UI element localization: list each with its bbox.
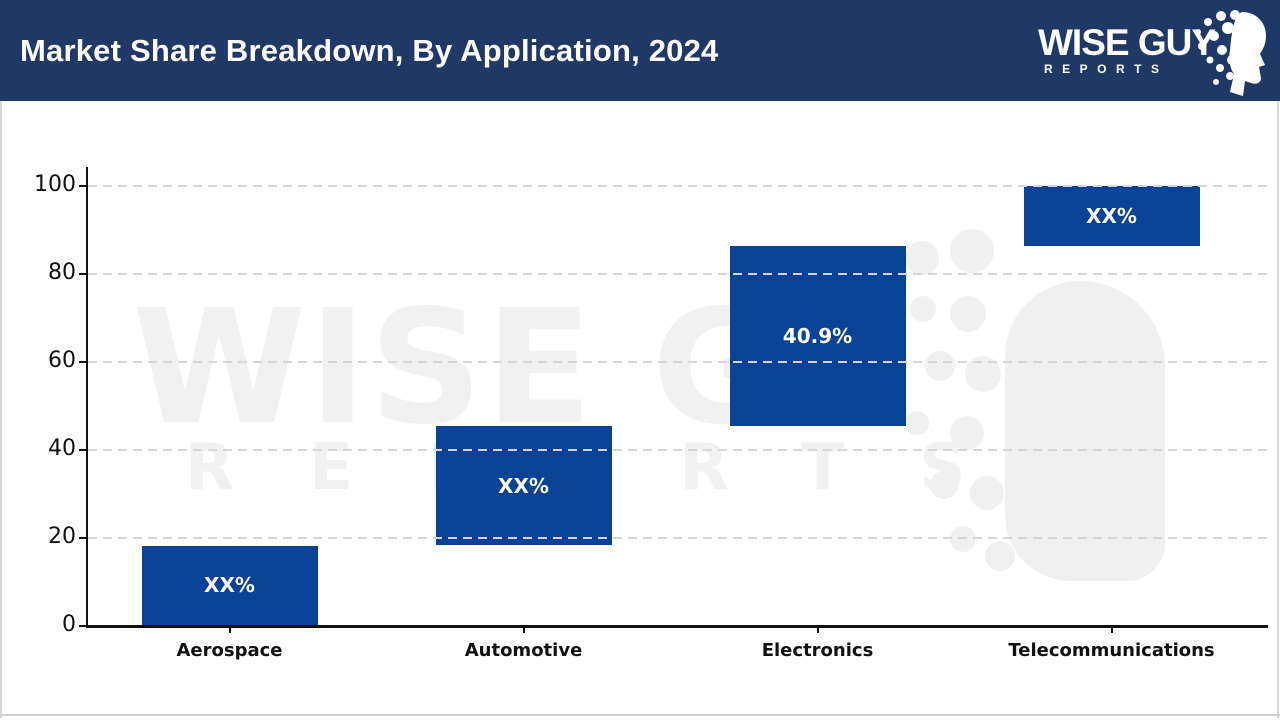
gridline-y20 <box>88 536 1268 539</box>
x-axis-spine <box>86 624 1268 628</box>
gridline-y100 <box>88 185 1268 187</box>
logo-subtitle: REPORTS <box>1044 62 1169 76</box>
xtick-mark-1 <box>522 625 525 633</box>
bar-aerospace: XX% <box>141 545 318 626</box>
ytick-mark-60 <box>79 360 88 363</box>
gridline-y40 <box>88 448 1268 451</box>
ytick-label-0: 0 <box>62 611 76 637</box>
bar-value-label: XX% <box>204 573 255 598</box>
bar-value-label: XX% <box>498 473 549 498</box>
bar-electronics: 40.9% <box>729 245 906 426</box>
xtick-label-aerospace: Aerospace <box>176 639 283 661</box>
bottom-border <box>0 714 1280 716</box>
xtick-mark-3 <box>1110 625 1113 633</box>
plot-area: WISE GU REPORTS XX% XX% 40.9% XX% 0 20 40 60 80… <box>0 101 1280 720</box>
dotted-head-icon <box>1195 10 1266 96</box>
right-border <box>1277 101 1279 718</box>
ytick-label-100: 100 <box>34 172 76 197</box>
xtick-mark-0 <box>228 625 231 633</box>
bar-value-label: XX% <box>1086 203 1137 228</box>
logo-wordmark: WISE GUY <box>1038 22 1216 63</box>
xtick-mark-2 <box>816 625 819 633</box>
ytick-mark-80 <box>79 272 88 275</box>
ytick-label-60: 60 <box>48 347 76 373</box>
bar-automotive: XX% <box>435 425 612 546</box>
ytick-label-20: 20 <box>48 523 76 549</box>
ytick-mark-100 <box>79 185 88 187</box>
y-axis-spine <box>86 167 88 628</box>
xtick-label-telecommunications: Telecommunications <box>1008 639 1215 661</box>
header-band: Market Share Breakdown, By Application, … <box>0 0 1280 101</box>
watermark-subtitle: REPORTS <box>185 431 1041 505</box>
xtick-label-automotive: Automotive <box>464 639 583 661</box>
bar-value-label: 40.9% <box>782 323 853 348</box>
ytick-mark-40 <box>79 448 88 451</box>
left-border <box>0 101 2 718</box>
ytick-label-40: 40 <box>48 435 76 461</box>
ytick-label-80: 80 <box>48 259 76 285</box>
gridline-y80 <box>88 272 1268 275</box>
ytick-mark-20 <box>79 536 88 539</box>
chart-title: Market Share Breakdown, By Application, … <box>20 33 719 68</box>
bar-telecommunications: XX% <box>1023 186 1200 246</box>
wise-guy-logo: WISE GUY REPORTS <box>1008 6 1268 98</box>
ytick-mark-0 <box>79 624 88 627</box>
xtick-label-electronics: Electronics <box>761 639 874 661</box>
gridline-y60 <box>88 360 1268 363</box>
